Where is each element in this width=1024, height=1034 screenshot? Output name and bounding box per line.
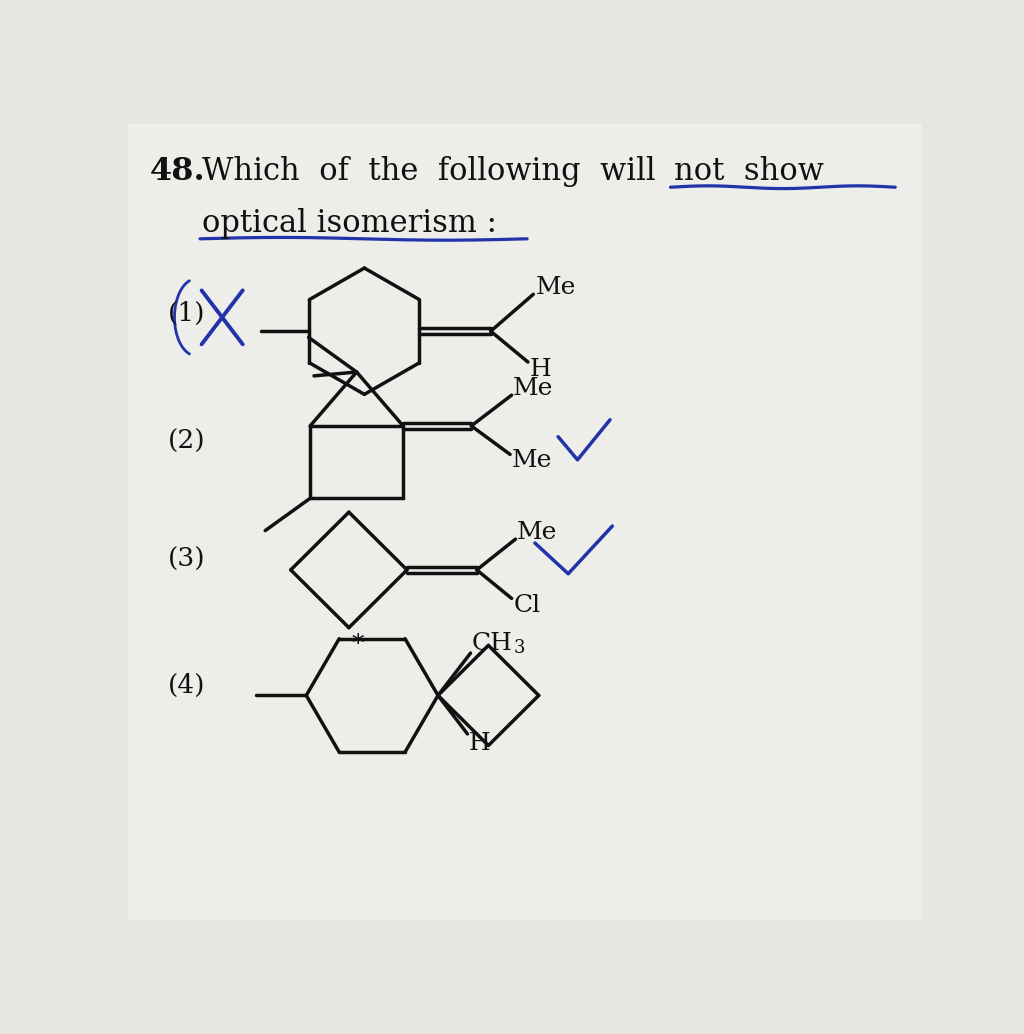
Text: 3: 3 [514, 639, 525, 657]
Text: Me: Me [512, 449, 552, 473]
Text: 48.: 48. [150, 156, 206, 187]
Text: not  show: not show [675, 156, 824, 187]
Text: *: * [352, 633, 365, 657]
Text: H: H [529, 358, 551, 382]
Text: Cl: Cl [513, 594, 541, 617]
Text: Which  of  the  following  will: Which of the following will [202, 156, 655, 187]
Text: (4): (4) [168, 673, 206, 698]
Text: H: H [469, 732, 490, 755]
Text: Me: Me [517, 521, 557, 545]
Text: (3): (3) [168, 547, 206, 573]
Text: (1): (1) [168, 301, 206, 326]
Text: Me: Me [536, 276, 577, 299]
Text: Me: Me [513, 377, 554, 400]
Text: CH: CH [472, 632, 513, 655]
Text: (2): (2) [168, 429, 206, 454]
Text: optical isomerism :: optical isomerism : [202, 208, 497, 239]
